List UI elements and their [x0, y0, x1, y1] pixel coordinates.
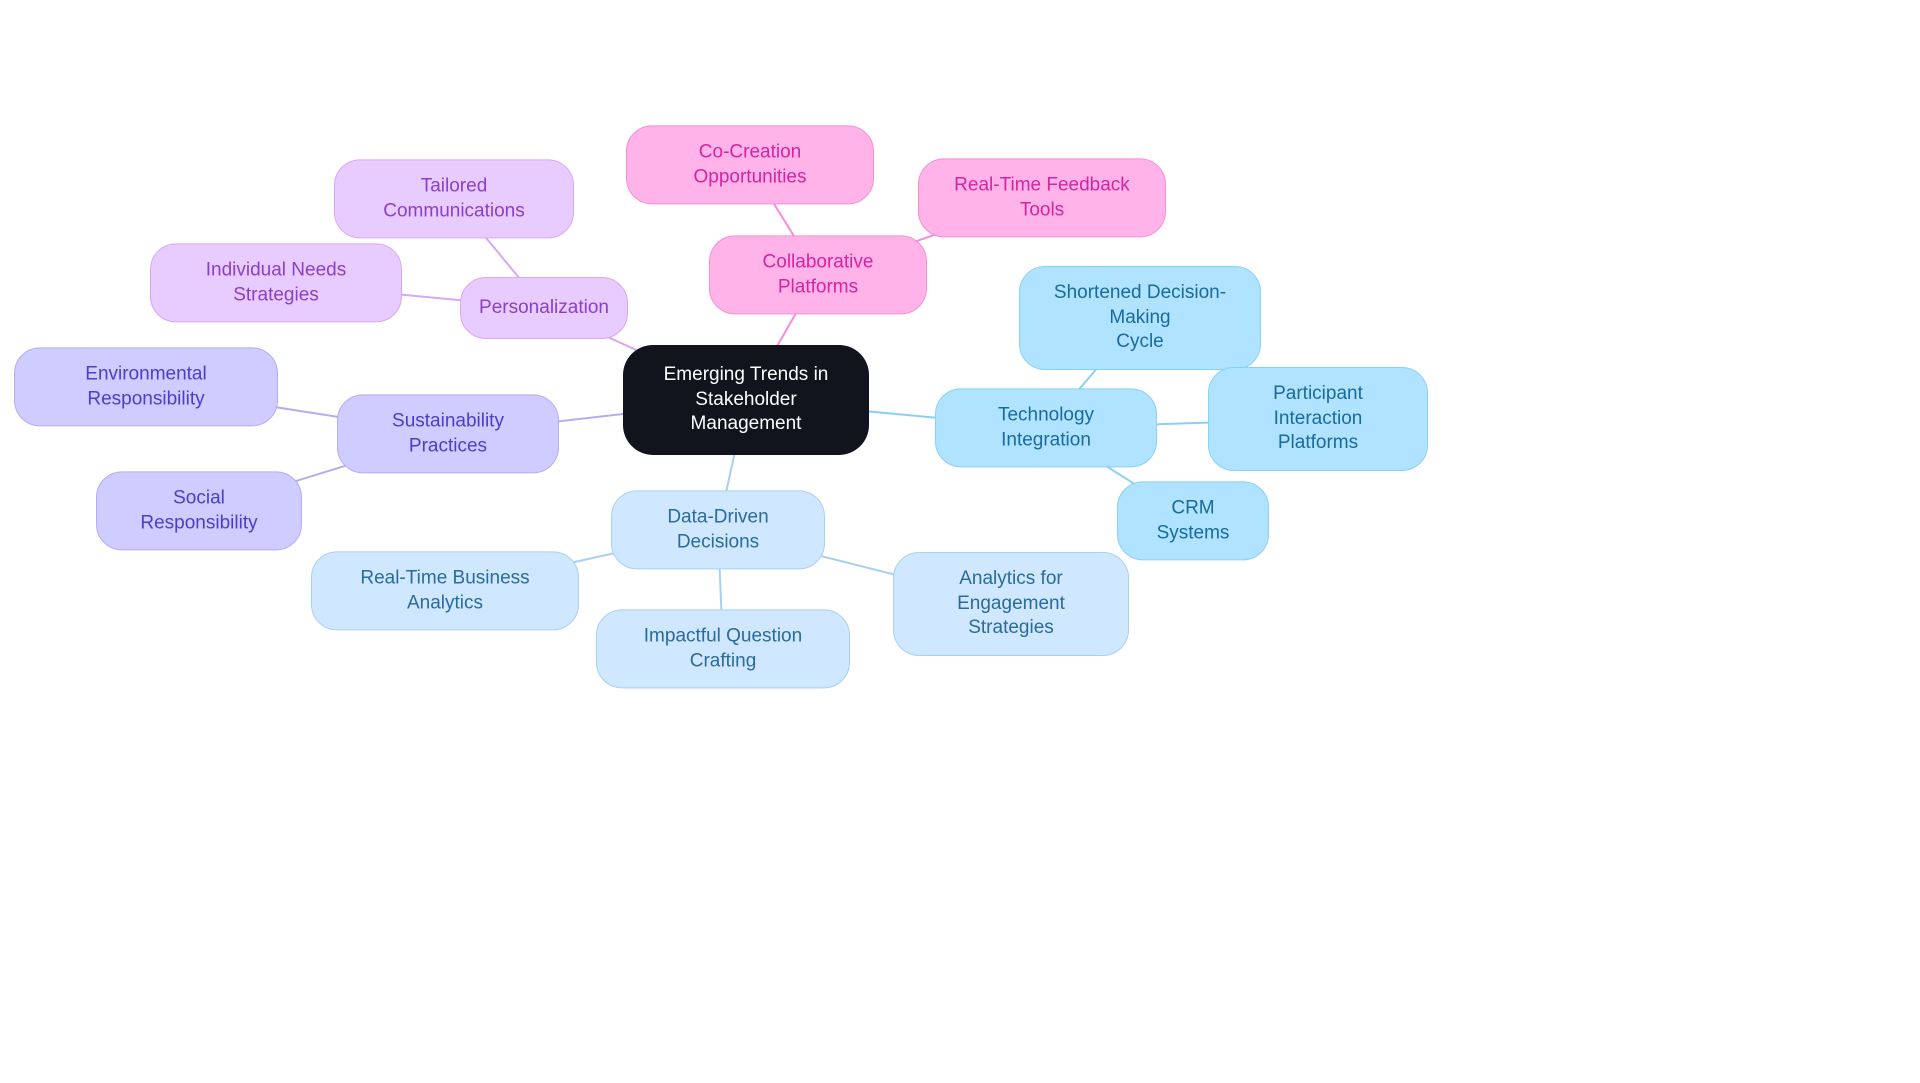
node-collab: Collaborative Platforms: [709, 235, 927, 314]
node-label: Environmental Responsibility: [39, 362, 253, 411]
node-crm: CRM Systems: [1117, 481, 1269, 560]
node-label: Real-Time Feedback Tools: [943, 173, 1141, 222]
node-label: Social Responsibility: [121, 486, 277, 535]
node-sustain: Sustainability Practices: [337, 394, 559, 473]
node-rtba: Real-Time Business Analytics: [311, 551, 579, 630]
node-data: Data-Driven Decisions: [611, 490, 825, 569]
node-tailored: Tailored Communications: [334, 159, 574, 238]
node-label: Individual Needs Strategies: [175, 258, 377, 307]
node-label: Analytics for Engagement Strategies: [918, 567, 1104, 641]
node-label: Emerging Trends in Stakeholder Managemen…: [653, 363, 839, 437]
node-label: Impactful Question Crafting: [621, 624, 825, 673]
node-impact: Impactful Question Crafting: [596, 609, 850, 688]
node-label: Tailored Communications: [359, 174, 549, 223]
node-label: Shortened Decision-Making Cycle: [1044, 281, 1236, 355]
node-label: CRM Systems: [1142, 496, 1244, 545]
node-label: Data-Driven Decisions: [636, 505, 800, 554]
node-pip: Participant Interaction Platforms: [1208, 367, 1428, 471]
node-individual: Individual Needs Strategies: [150, 243, 402, 322]
node-label: Participant Interaction Platforms: [1233, 382, 1403, 456]
node-cocreation: Co-Creation Opportunities: [626, 125, 874, 204]
node-label: Real-Time Business Analytics: [336, 566, 554, 615]
node-env: Environmental Responsibility: [14, 347, 278, 426]
node-root: Emerging Trends in Stakeholder Managemen…: [623, 345, 869, 455]
node-tech: Technology Integration: [935, 388, 1157, 467]
node-analytics: Analytics for Engagement Strategies: [893, 552, 1129, 656]
node-shortened: Shortened Decision-Making Cycle: [1019, 266, 1261, 370]
node-label: Co-Creation Opportunities: [651, 140, 849, 189]
node-personalization: Personalization: [460, 277, 628, 339]
node-rtfeedback: Real-Time Feedback Tools: [918, 158, 1166, 237]
node-label: Personalization: [479, 296, 609, 321]
node-social: Social Responsibility: [96, 471, 302, 550]
node-label: Sustainability Practices: [362, 409, 534, 458]
node-label: Collaborative Platforms: [734, 250, 902, 299]
node-label: Technology Integration: [960, 403, 1132, 452]
